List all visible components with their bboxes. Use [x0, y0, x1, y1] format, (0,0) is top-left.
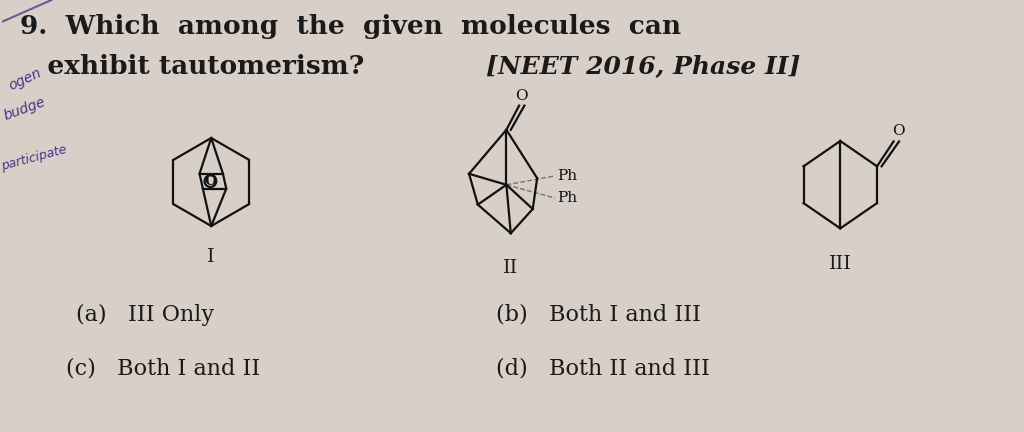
- Text: O: O: [515, 89, 528, 103]
- Text: I: I: [208, 248, 215, 266]
- Text: 9.  Which  among  the  given  molecules  can: 9. Which among the given molecules can: [19, 14, 681, 39]
- Text: exhibit tautomerism?: exhibit tautomerism?: [19, 54, 364, 79]
- Text: O: O: [205, 174, 216, 188]
- Text: II: II: [503, 259, 518, 277]
- Text: (a)   III Only: (a) III Only: [77, 304, 215, 326]
- Text: III: III: [828, 255, 852, 273]
- Text: Ph: Ph: [557, 169, 578, 183]
- Text: (b)   Both I and III: (b) Both I and III: [496, 304, 700, 326]
- Text: O: O: [892, 124, 904, 138]
- Text: ogen: ogen: [6, 66, 44, 93]
- Text: (d)   Both II and III: (d) Both II and III: [496, 357, 710, 379]
- Text: [NEET 2016, Phase II]: [NEET 2016, Phase II]: [485, 54, 800, 78]
- Text: participate: participate: [0, 143, 69, 173]
- Text: (c)   Both I and II: (c) Both I and II: [67, 357, 261, 379]
- Text: budge: budge: [2, 95, 47, 123]
- Text: Ph: Ph: [557, 191, 578, 205]
